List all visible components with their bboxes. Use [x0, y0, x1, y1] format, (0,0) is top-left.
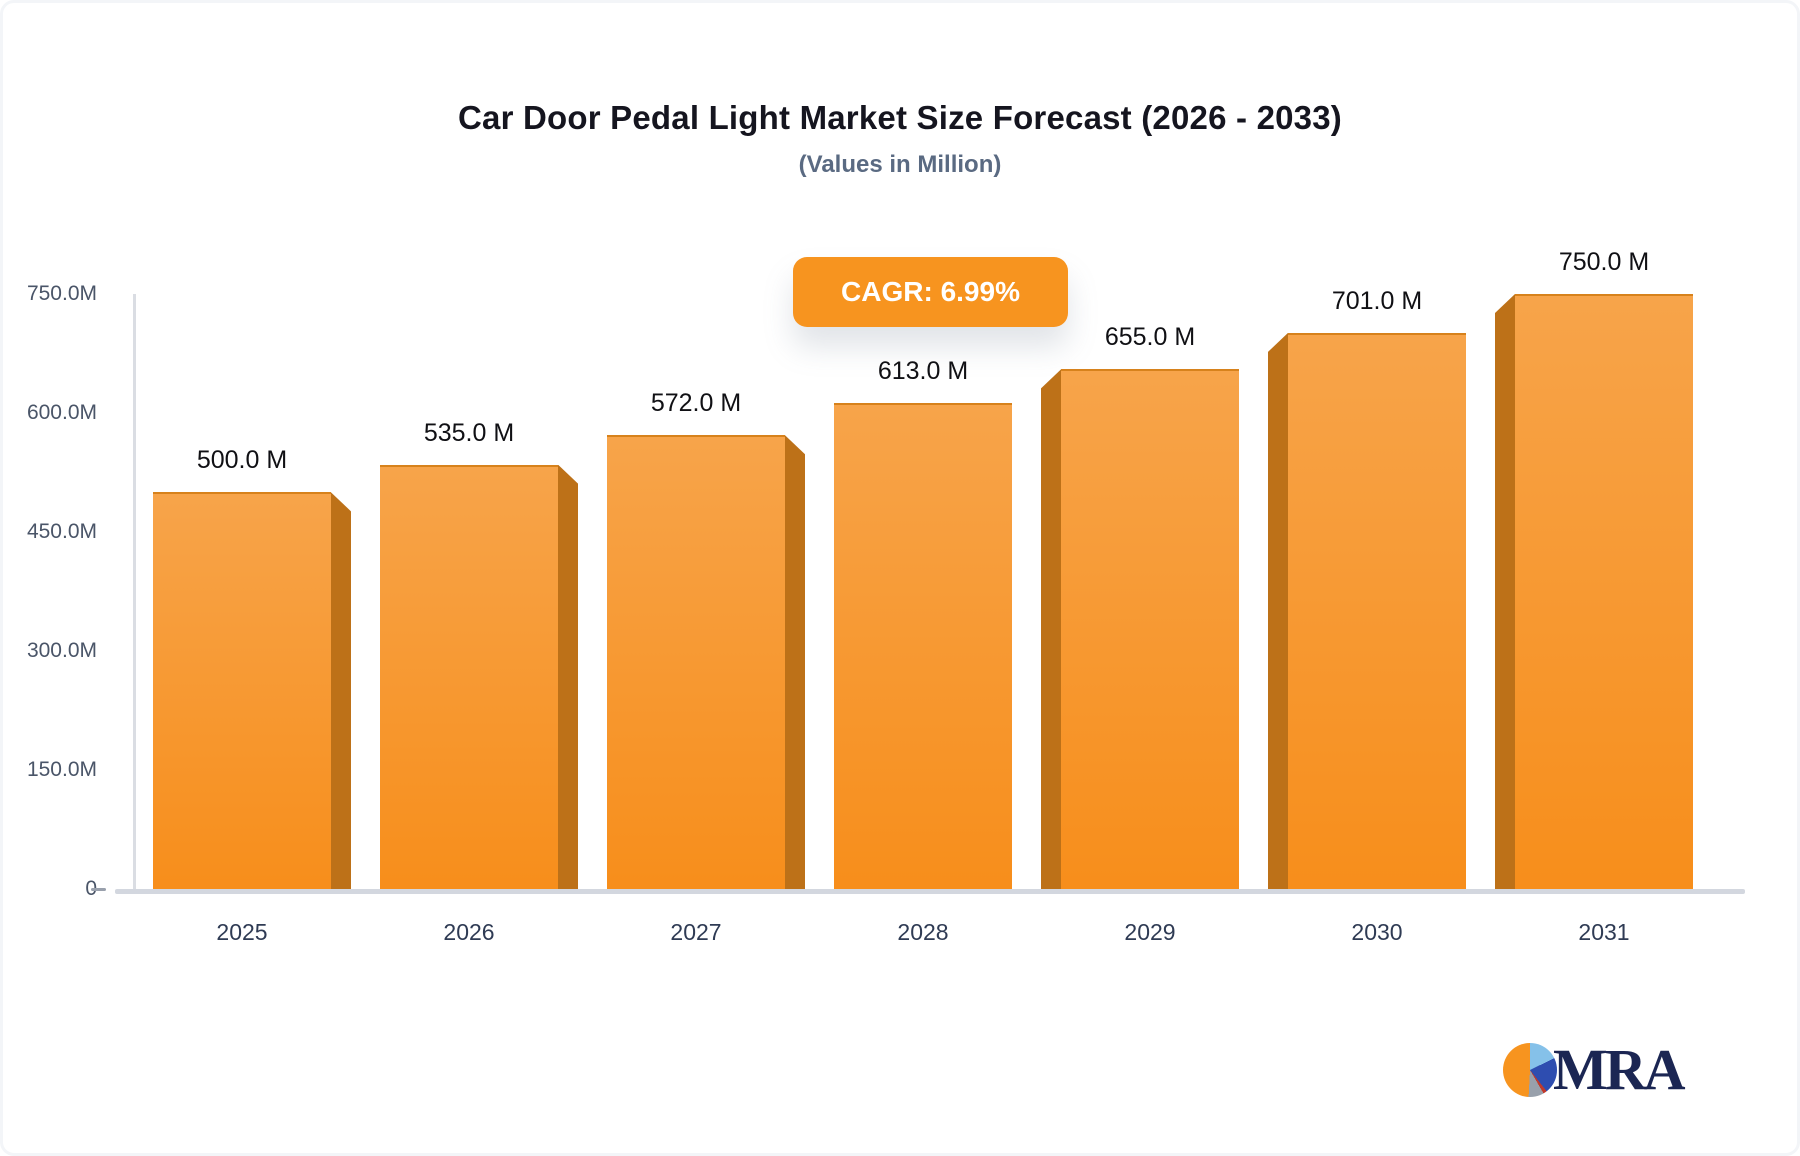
bar-value-label-2027: 572.0 M — [650, 389, 742, 418]
y-axis-tick-label: 750.0M — [26, 282, 97, 305]
x-axis-tick-label-2030: 2030 — [1351, 919, 1403, 945]
bar-value-label-2030: 701.0 M — [1331, 286, 1423, 315]
bar-value-label-2029: 655.0 M — [1104, 323, 1196, 352]
cagr-badge-label: CAGR: 6.99% — [841, 276, 1020, 307]
bar-2029 — [1061, 369, 1239, 889]
bar-2028 — [834, 402, 1012, 889]
bar-2027 — [607, 435, 785, 889]
bar-2031 — [1515, 294, 1693, 889]
x-axis-tick-label-2025: 2025 — [216, 919, 268, 945]
x-axis-tick-label-2029: 2029 — [1124, 919, 1176, 945]
y-axis-tick-label: 600.0M — [26, 401, 97, 424]
bar-2025 — [153, 492, 331, 889]
bar-2025-3d-side — [331, 492, 351, 889]
bar-2031-3d-side — [1495, 294, 1515, 889]
x-axis-baseline — [115, 889, 1745, 894]
x-axis-tick-label-2026: 2026 — [443, 919, 495, 945]
bar-2026 — [380, 464, 558, 889]
y-axis-tick-label: 150.0M — [26, 758, 97, 781]
y-axis-tick-label: 0 — [3, 877, 97, 901]
bar-2030 — [1288, 332, 1466, 889]
bar-value-label-2031: 750.0 M — [1558, 248, 1650, 276]
bar-value-label-2028: 613.0 M — [877, 356, 969, 385]
bar-2030-3d-side — [1268, 332, 1288, 889]
y-axis-tick-label: 300.0M — [26, 639, 97, 662]
x-axis-tick-label-2028: 2028 — [897, 919, 949, 945]
mra-logo: MRA — [1503, 1035, 1733, 1105]
y-axis-line — [133, 294, 136, 889]
bar-2026-3d-side — [558, 464, 578, 889]
x-axis-tick-label-2027: 2027 — [670, 919, 722, 945]
cagr-badge: CAGR: 6.99% — [793, 257, 1068, 327]
zero-tick-mark — [91, 888, 106, 891]
logo-text: MRA — [1553, 1037, 1686, 1102]
chart-title: Car Door Pedal Light Market Size Forecas… — [458, 99, 1342, 136]
x-axis-tick-label-2031: 2031 — [1578, 919, 1630, 945]
bar-value-label-2025: 500.0 M — [196, 446, 288, 475]
pie-chart-logo-icon — [1503, 1043, 1557, 1097]
bar-chart-plot-area: 750.0M 600.0M 450.0M 300.0M 150.0M 0 500.0 M 20… — [3, 3, 1797, 1153]
y-axis-tick-label: 450.0M — [26, 520, 97, 543]
bar-2027-3d-side — [785, 435, 805, 889]
bar-2029-3d-side — [1041, 369, 1061, 889]
bar-value-label-2026: 535.0 M — [423, 418, 515, 447]
chart-subtitle: (Values in Million) — [798, 151, 1002, 178]
